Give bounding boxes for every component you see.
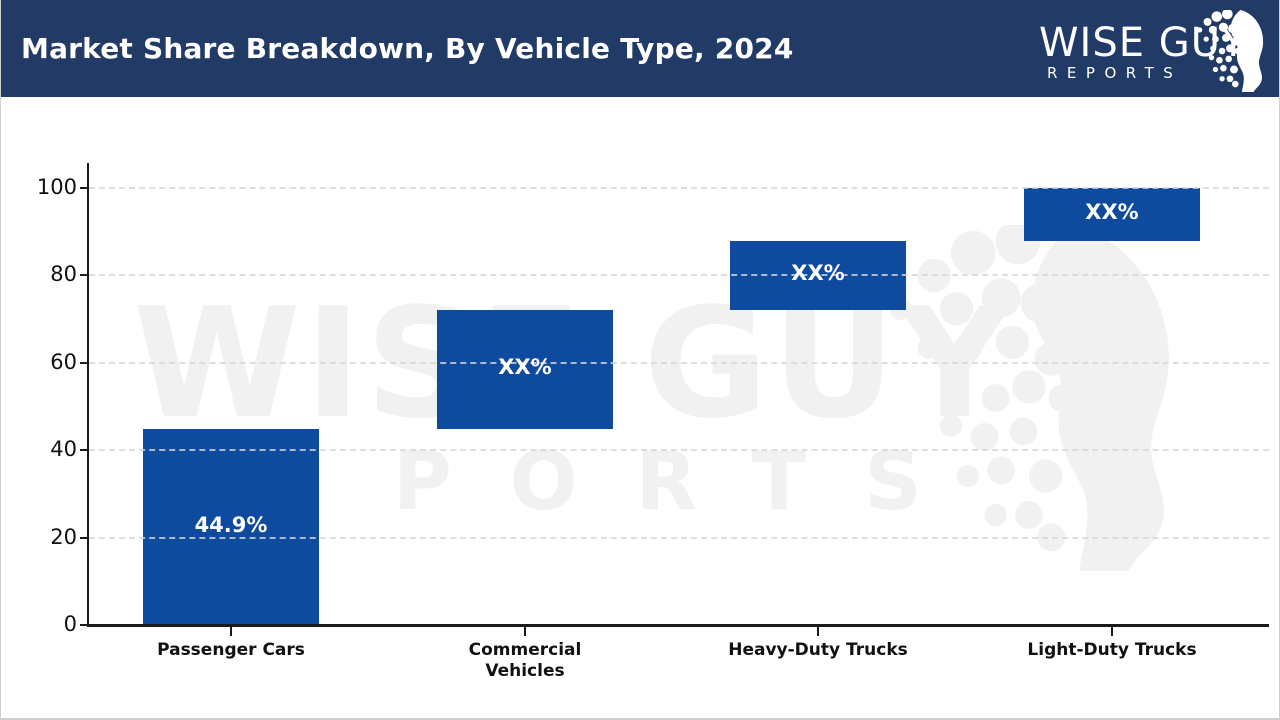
x-axis-line xyxy=(87,624,1269,627)
y-axis-spine xyxy=(87,163,89,627)
y-tick-mark-40 xyxy=(80,449,88,451)
x-tick-mark-heavy-duty-trucks xyxy=(817,627,819,636)
logo-head-icon xyxy=(1196,10,1264,92)
gridline-20 xyxy=(89,536,1269,539)
header-banner: Market Share Breakdown, By Vehicle Type,… xyxy=(1,0,1279,97)
y-tick-mark-0 xyxy=(80,624,88,626)
x-tick-mark-passenger-cars xyxy=(230,627,232,636)
gridline-60 xyxy=(89,361,1269,364)
wise-guy-reports-logo: WISE GUY REPORTS xyxy=(1007,6,1267,92)
y-tick-label-60: 60 xyxy=(50,349,77,374)
logo-subtitle: REPORTS xyxy=(1047,64,1183,82)
bar-value-label-light-duty-trucks: XX% xyxy=(1085,200,1139,225)
y-tick-mark-100 xyxy=(80,186,88,189)
bar-light-duty-trucks xyxy=(1024,187,1200,241)
x-tick-label-light-duty-trucks: Light-Duty Trucks xyxy=(1027,640,1197,660)
gridline-100 xyxy=(89,186,1269,189)
x-tick-label-commercial-vehicles: Commercial Vehicles xyxy=(468,640,582,682)
chart-title: Market Share Breakdown, By Vehicle Type,… xyxy=(21,32,794,65)
y-tick-label-100: 100 xyxy=(36,174,77,199)
watermark-head-icon xyxy=(889,225,1169,571)
gridline-80 xyxy=(89,274,1269,276)
y-tick-mark-60 xyxy=(80,361,88,364)
x-tick-mark-commercial-vehicles xyxy=(524,627,526,636)
x-tick-label-heavy-duty-trucks: Heavy-Duty Trucks xyxy=(728,640,908,660)
bar-value-label-commercial-vehicles: XX% xyxy=(498,355,552,380)
x-tick-mark-light-duty-trucks xyxy=(1111,627,1113,636)
y-tick-mark-80 xyxy=(80,274,88,276)
y-tick-mark-20 xyxy=(80,536,88,539)
x-tick-label-passenger-cars: Passenger Cars xyxy=(157,640,305,660)
gridline-40 xyxy=(89,449,1269,451)
y-tick-label-40: 40 xyxy=(50,437,77,461)
bar-passenger-cars xyxy=(143,428,319,625)
bar-value-label-heavy-duty-trucks: XX% xyxy=(791,261,845,286)
bar-commercial-vehicles xyxy=(437,310,613,429)
y-tick-label-0: 0 xyxy=(63,612,77,636)
bar-value-label-passenger-cars: 44.9% xyxy=(194,512,268,537)
y-tick-label-80: 80 xyxy=(50,262,77,286)
y-tick-label-20: 20 xyxy=(50,524,77,549)
